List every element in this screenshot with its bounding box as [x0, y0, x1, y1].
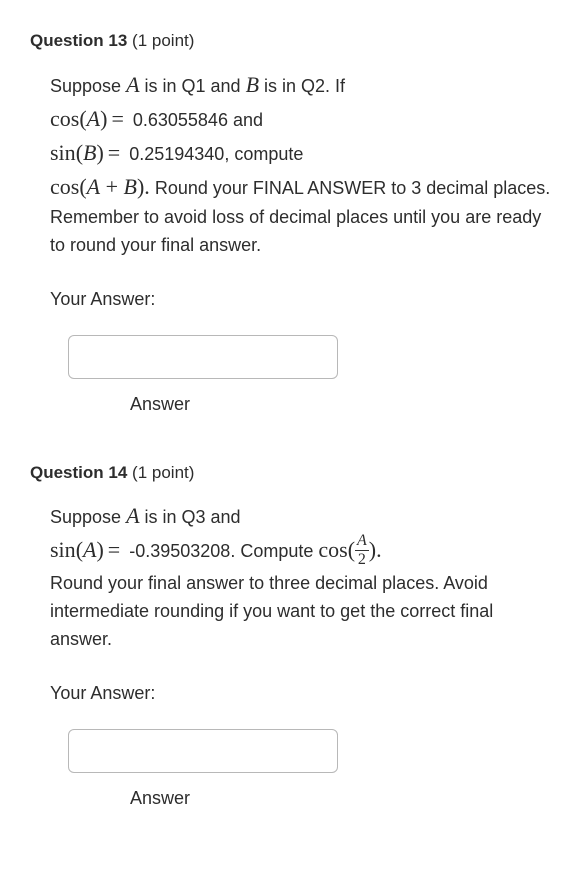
text: is in Q2. If — [259, 76, 345, 96]
question-13: Question 13 (1 point) Suppose A is in Q1… — [30, 28, 552, 418]
fraction-num: A — [355, 533, 369, 551]
value: 0.25194340 — [124, 144, 224, 164]
value: -0.39503208 — [124, 541, 230, 561]
answer-input-q14[interactable] — [68, 729, 338, 773]
equals: = — [104, 140, 124, 165]
text: Suppose — [50, 76, 126, 96]
paren: ) — [96, 537, 103, 562]
paren: ( — [79, 174, 86, 199]
fraction: A2 — [355, 533, 369, 568]
value: 0.63055846 — [128, 110, 228, 130]
answer-input-wrap — [68, 335, 552, 379]
text: . Compute — [230, 541, 318, 561]
var-a: A — [126, 503, 139, 528]
equals: = — [107, 106, 127, 131]
fn-sin: sin — [50, 140, 76, 165]
your-answer-label: Your Answer: — [50, 286, 552, 313]
equals: = — [104, 537, 124, 562]
var-a: A — [126, 72, 139, 97]
answer-input-q13[interactable] — [68, 335, 338, 379]
var-a: A — [87, 106, 100, 131]
text: Round your final answer to three decimal… — [50, 573, 493, 649]
paren: ( — [79, 106, 86, 131]
fraction-den: 2 — [355, 551, 369, 568]
plus: + — [100, 174, 123, 199]
your-answer-label: Your Answer: — [50, 680, 552, 707]
question-number: Question 13 — [30, 31, 127, 50]
text: is in Q1 and — [140, 76, 246, 96]
answer-caption: Answer — [130, 785, 552, 812]
question-13-header: Question 13 (1 point) — [30, 28, 552, 54]
text: , compute — [224, 144, 303, 164]
text: Suppose — [50, 507, 126, 527]
paren-dot: ). — [137, 174, 150, 199]
question-14-header: Question 14 (1 point) — [30, 460, 552, 486]
question-13-body: Suppose A is in Q1 and B is in Q2. If co… — [50, 68, 552, 260]
question-14-body: Suppose A is in Q3 and sin(A)= -0.395032… — [50, 499, 552, 654]
paren: ( — [76, 140, 83, 165]
answer-input-wrap — [68, 729, 552, 773]
text: is in Q3 and — [140, 507, 241, 527]
fn-cos: cos — [318, 537, 347, 562]
question-number: Question 14 — [30, 463, 127, 482]
fn-cos: cos — [50, 106, 79, 131]
var-a: A — [83, 537, 96, 562]
paren: ( — [76, 537, 83, 562]
var-b: B — [246, 72, 259, 97]
paren: ) — [96, 140, 103, 165]
question-14: Question 14 (1 point) Suppose A is in Q3… — [30, 460, 552, 812]
answer-caption: Answer — [130, 391, 552, 418]
question-points: (1 point) — [132, 31, 194, 50]
var-b: B — [124, 174, 137, 199]
paren: ( — [348, 537, 355, 562]
var-b: B — [83, 140, 96, 165]
fn-sin: sin — [50, 537, 76, 562]
var-a: A — [87, 174, 100, 199]
text: and — [228, 110, 263, 130]
paren-dot: ). — [369, 537, 382, 562]
question-points: (1 point) — [132, 463, 194, 482]
fn-cos: cos — [50, 174, 79, 199]
